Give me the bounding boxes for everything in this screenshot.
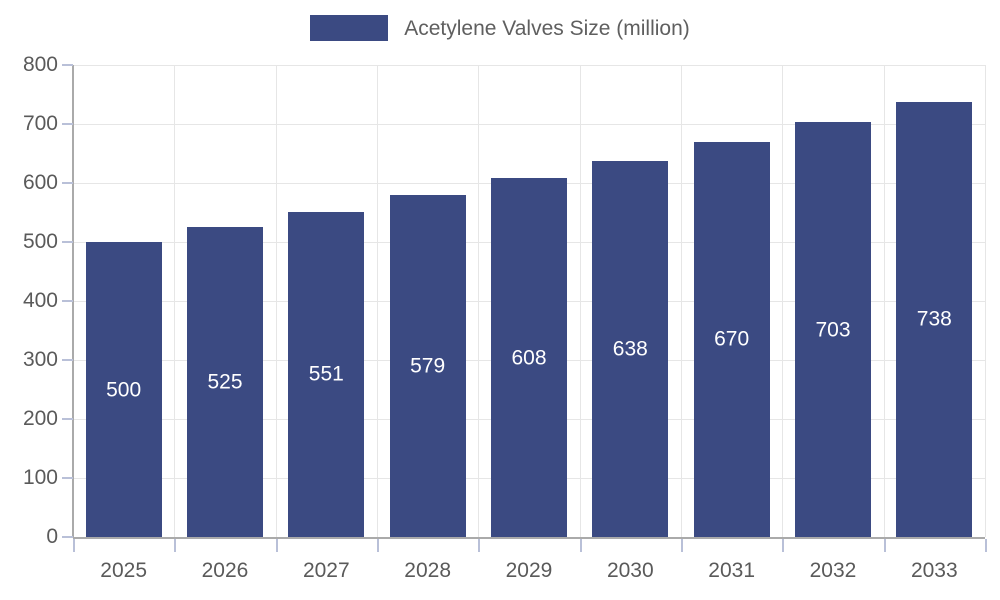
bar-value-label: 579 — [410, 354, 446, 378]
gridline-vertical — [174, 65, 175, 537]
bar-value-label: 703 — [815, 318, 851, 342]
y-tick-mark — [62, 359, 73, 361]
y-tick-mark — [62, 418, 73, 420]
chart-legend: Acetylene Valves Size (million) — [0, 8, 1000, 48]
gridline-vertical — [580, 65, 581, 537]
x-tick-mark — [174, 539, 176, 552]
plot-bars-layer: 500 525 551 579 608 638 670 703 738 — [73, 65, 985, 537]
x-tick-label: 2026 — [201, 559, 249, 582]
y-tick-mark — [62, 300, 73, 302]
bar-value-label: 500 — [106, 378, 142, 401]
y-tick-label: 0 — [46, 525, 58, 548]
gridline-vertical — [681, 65, 682, 537]
x-tick-mark — [276, 539, 278, 552]
bar-value-label: 638 — [612, 337, 648, 361]
gridline-vertical — [478, 65, 479, 537]
bar[interactable]: 525 — [187, 227, 263, 537]
x-tick-mark — [985, 539, 987, 552]
y-tick-label: 200 — [22, 407, 58, 430]
y-tick-label: 600 — [22, 171, 58, 194]
y-tick-label: 700 — [22, 112, 58, 135]
y-tick-mark — [62, 182, 73, 184]
bar-value-label: 738 — [916, 307, 952, 331]
gridline-vertical — [276, 65, 277, 537]
y-tick-mark — [62, 241, 73, 243]
bar[interactable]: 670 — [693, 141, 770, 537]
bar[interactable]: 500 — [85, 242, 162, 537]
gridline-horizontal — [73, 65, 985, 66]
y-axis-line — [72, 65, 74, 538]
x-tick-label: 2027 — [302, 559, 350, 582]
gridline-vertical — [884, 65, 885, 537]
x-tick-label: 2032 — [809, 559, 857, 582]
bar[interactable]: 703 — [795, 122, 871, 537]
bar-value-label: 525 — [207, 370, 243, 394]
y-tick-mark — [62, 64, 73, 66]
x-tick-mark — [73, 539, 75, 552]
x-tick-mark — [782, 539, 784, 552]
bar[interactable]: 608 — [491, 178, 567, 537]
y-tick-label: 300 — [22, 348, 58, 371]
x-tick-label: 2025 — [100, 559, 148, 582]
x-tick-mark — [377, 539, 379, 552]
x-tick-label: 2030 — [606, 559, 654, 582]
bar[interactable]: 551 — [288, 211, 365, 537]
bar-value-label: 551 — [308, 362, 344, 386]
x-tick-label: 2029 — [505, 559, 553, 582]
x-tick-mark — [478, 539, 480, 552]
x-tick-label: 2028 — [404, 559, 452, 582]
gridline-vertical — [985, 65, 986, 537]
y-tick-mark — [62, 477, 73, 479]
bar-value-label: 608 — [511, 346, 547, 370]
y-tick-mark — [62, 536, 73, 538]
x-tick-label: 2031 — [708, 559, 756, 582]
bar[interactable]: 579 — [389, 195, 466, 537]
y-tick-label: 500 — [22, 230, 58, 253]
bar[interactable]: 638 — [592, 160, 669, 537]
x-tick-mark — [580, 539, 582, 552]
legend-swatch-acetylene-valves-size — [310, 15, 389, 41]
y-tick-label: 400 — [22, 289, 58, 312]
gridline-vertical — [377, 65, 378, 537]
y-tick-mark — [62, 123, 73, 125]
gridline-vertical — [782, 65, 783, 537]
legend-label-acetylene-valves-size: Acetylene Valves Size (million) — [404, 16, 690, 40]
x-tick-mark — [884, 539, 886, 552]
bar-value-label: 670 — [714, 327, 750, 351]
x-tick-label: 2033 — [910, 559, 958, 582]
x-tick-mark — [681, 539, 683, 552]
x-axis-line — [73, 537, 985, 539]
bar[interactable]: 738 — [896, 101, 973, 537]
y-tick-label: 800 — [22, 53, 58, 76]
y-tick-label: 100 — [22, 466, 58, 489]
gridline-horizontal — [73, 124, 985, 125]
